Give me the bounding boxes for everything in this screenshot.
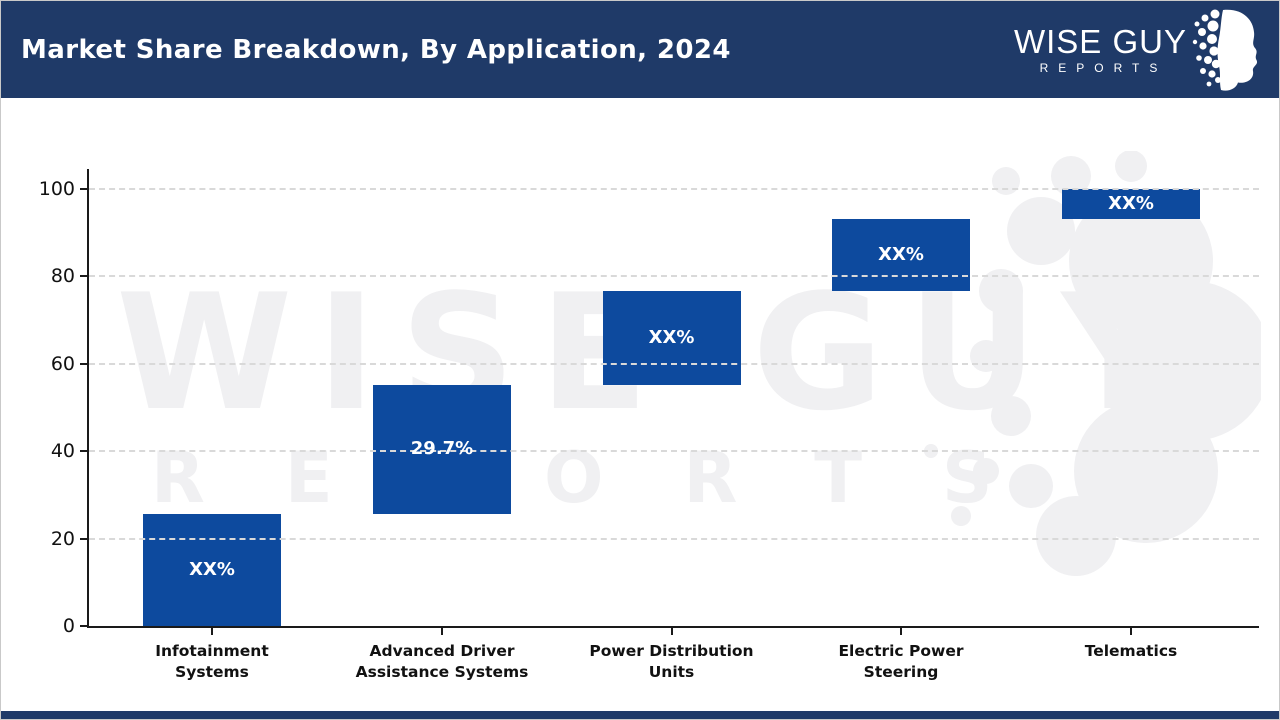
gridline-100: [89, 187, 1259, 190]
bar-segment-0: [143, 514, 281, 626]
footer-band: [1, 711, 1279, 719]
plot-area: XX% 29.7% XX% XX% XX% 0 20 40 60 80 100 Infotainmen…: [39, 169, 1259, 681]
x-category-label-1: Advanced Driver Assistance Systems: [327, 641, 557, 683]
x-tick-0: [211, 628, 213, 635]
bar-value-label-2: XX%: [648, 326, 695, 348]
bar-segment-3: [832, 218, 970, 291]
x-tick-1: [441, 628, 443, 635]
page-title: Market Share Breakdown, By Application, …: [21, 34, 731, 65]
y-tick-60: [80, 362, 87, 365]
watermark-sub: REPORTS: [151, 437, 1073, 519]
x-category-label-line: Advanced Driver: [369, 642, 515, 660]
bar-value-label-1: 29.7%: [410, 438, 474, 460]
face-profile-icon: [1192, 9, 1258, 91]
x-category-label-3: Electric Power Steering: [786, 641, 1016, 683]
x-tick-2: [670, 628, 673, 635]
y-tick-20: [80, 537, 87, 540]
bar-value-label-0: XX%: [189, 559, 235, 581]
logo-brand-text: WISE GUY: [1013, 23, 1187, 60]
x-category-label-line: Infotainment: [155, 642, 269, 660]
y-axis-spine: [87, 169, 89, 628]
bar-value-label-4: XX%: [1108, 192, 1154, 214]
bar-segment-2: [602, 290, 741, 385]
gridline-40: [89, 450, 1259, 452]
gridline-80: [89, 275, 1259, 277]
y-tick-label-100: 100: [38, 177, 75, 200]
bar-value-label-3: XX%: [878, 243, 924, 265]
x-category-label-line: Power Distribution: [589, 642, 754, 660]
gridline-60: [89, 362, 1259, 365]
y-tick-label-60: 60: [50, 352, 75, 375]
x-category-label-line: Telematics: [1084, 642, 1178, 660]
logo-text: WISE GUY REPORTS: [1014, 25, 1187, 74]
x-category-label-4: Telematics: [1016, 641, 1246, 662]
bar-segment-4: [1062, 188, 1200, 219]
y-tick-label-40: 40: [50, 440, 75, 462]
x-category-label-0: Infotainment Systems: [97, 641, 327, 683]
y-tick-label-20: 20: [50, 527, 75, 550]
y-tick-100: [80, 187, 87, 190]
x-category-label-line: Assistance Systems: [355, 663, 529, 681]
x-category-label-line: Units: [648, 663, 695, 681]
x-category-label-line: Steering: [863, 663, 939, 681]
x-category-label-line: Systems: [175, 663, 249, 681]
x-tick-4: [1130, 628, 1132, 635]
y-tick-label-80: 80: [50, 265, 75, 287]
x-category-label-2: Power Distribution Units: [557, 641, 787, 683]
wise-guy-logo: WISE GUY REPORTS: [1014, 8, 1261, 92]
gridline-20: [89, 537, 1259, 540]
y-tick-40: [80, 450, 87, 452]
y-tick-0: [80, 625, 87, 627]
y-tick-80: [80, 275, 87, 277]
bar-segment-1: [373, 384, 511, 515]
y-tick-label-0: 0: [62, 615, 75, 637]
x-tick-3: [900, 628, 902, 635]
header-band: Market Share Breakdown, By Application, …: [1, 1, 1279, 98]
x-category-label-line: Electric Power: [838, 642, 964, 660]
x-axis-spine: [87, 626, 1259, 628]
logo-sub-text: REPORTS: [1039, 61, 1168, 75]
